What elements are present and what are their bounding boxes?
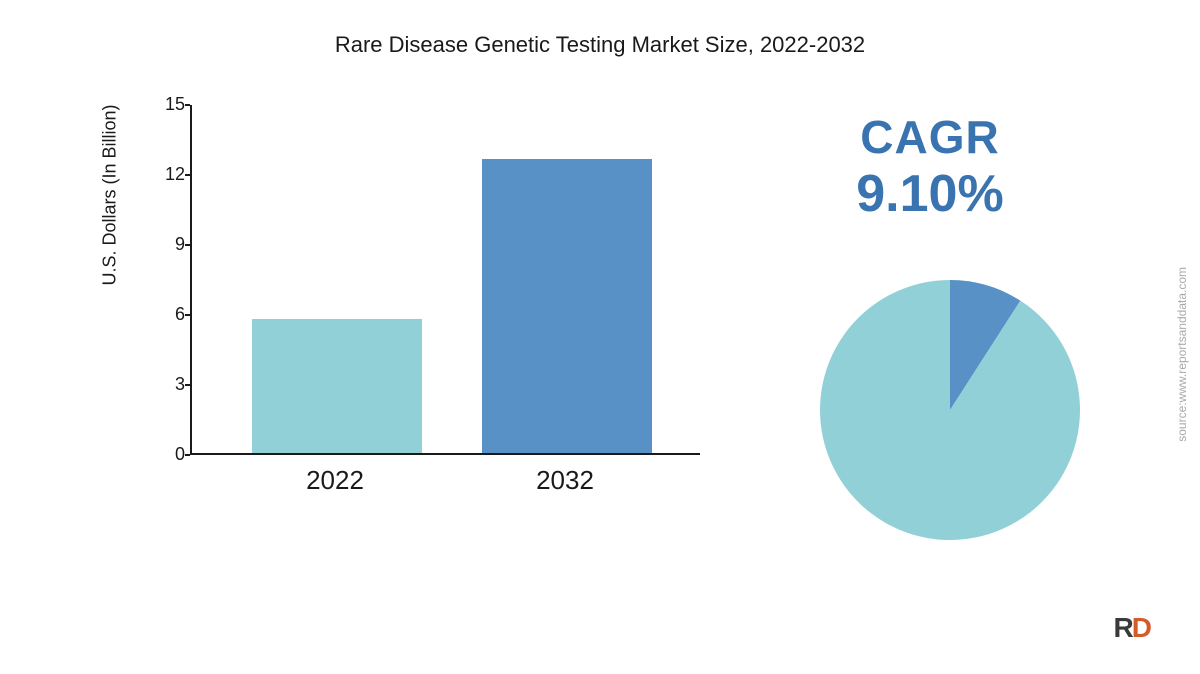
source-attribution: source:www.reportsanddata.com (1175, 267, 1189, 442)
bar-chart: U.S. Dollars (In Billion) 0 3 6 9 12 15 2022 2… (100, 95, 720, 515)
y-tick-label: 3 (155, 374, 185, 395)
x-tick-label: 2032 (480, 465, 650, 496)
logo-d: D (1132, 612, 1150, 643)
bar-2032 (482, 159, 652, 453)
plot-area (190, 105, 700, 455)
logo-r: R (1114, 612, 1132, 643)
y-tick-label: 12 (155, 164, 185, 185)
pie-chart (820, 280, 1080, 540)
bar-2022 (252, 319, 422, 453)
y-tick-label: 6 (155, 304, 185, 325)
y-axis-label: U.S. Dollars (In Billion) (100, 104, 121, 285)
brand-logo: RD (1114, 612, 1150, 644)
y-tick-label: 9 (155, 234, 185, 255)
x-tick-label: 2022 (250, 465, 420, 496)
cagr-label: CAGR (780, 110, 1080, 164)
cagr-block: CAGR 9.10% (780, 110, 1080, 224)
y-tick-label: 15 (155, 94, 185, 115)
pie-slice (820, 280, 1080, 540)
y-tick-label: 0 (155, 444, 185, 465)
cagr-value: 9.10% (780, 164, 1080, 224)
chart-title: Rare Disease Genetic Testing Market Size… (0, 0, 1200, 58)
